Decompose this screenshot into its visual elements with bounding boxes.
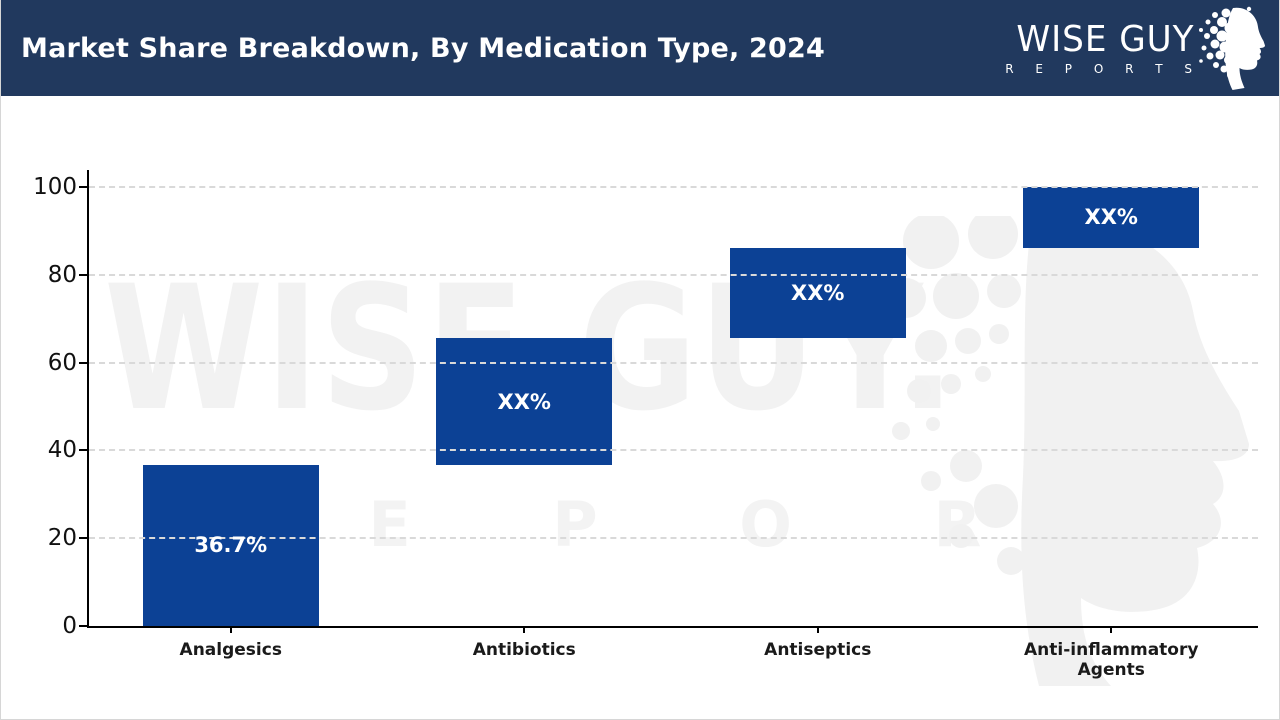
chart-area: WISE GUY. R E P O R T S xyxy=(1,96,1279,719)
watermark-wise-guy: WISE GUY. xyxy=(104,248,957,449)
watermark-head-graphic xyxy=(886,216,1249,686)
head-profile-icon xyxy=(1199,6,1265,90)
logo-subtitle: R E P O R T S xyxy=(1005,61,1201,76)
page-title: Market Share Breakdown, By Medication Ty… xyxy=(21,32,826,64)
header-bar: Market Share Breakdown, By Medication Ty… xyxy=(1,0,1279,96)
logo-text: WISE GUY R E P O R T S xyxy=(1001,18,1201,76)
wise-guy-reports-logo: WISE GUY R E P O R T S xyxy=(1001,5,1267,91)
logo-name: WISE GUY xyxy=(1016,18,1195,60)
